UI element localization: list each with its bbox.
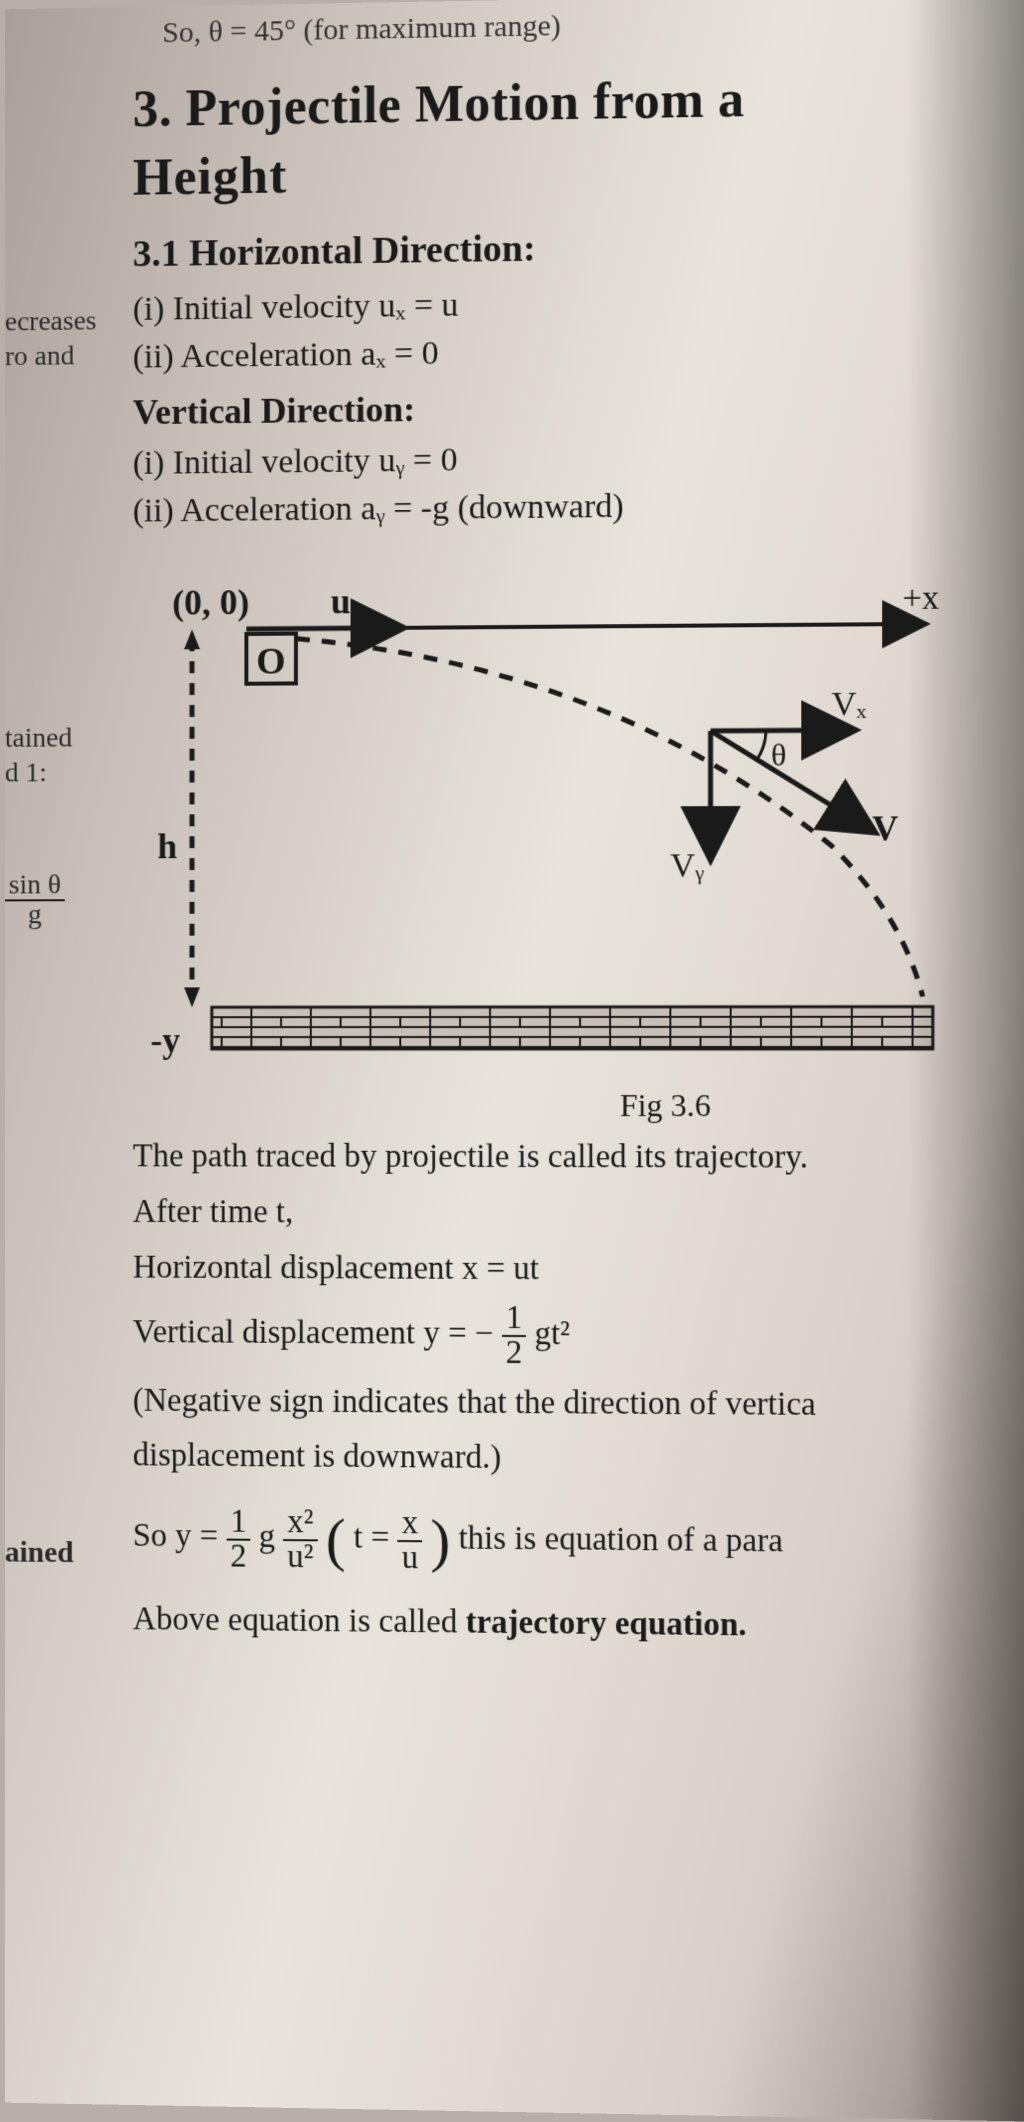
section-heading-cont: Height <box>133 135 1004 207</box>
origin-label: (0, 0) <box>172 582 249 623</box>
equation-line: So y = 12 g x²u² ( t = xu ) this is equa… <box>133 1495 1004 1589</box>
vx-label: Vₓ <box>832 686 867 724</box>
page-curve-shadow <box>906 0 1024 2122</box>
body-text: After time t, <box>133 1189 1004 1239</box>
minusy-label: -y <box>151 1020 181 1060</box>
h-label: h <box>157 826 177 866</box>
main-content: So, θ = 45° (for maximum range) 3. Proje… <box>133 1 1004 1661</box>
margin-text: tained <box>5 723 72 755</box>
list-item: (ii) Acceleration aᵧ = -g (downward) <box>133 484 1004 530</box>
body-text: Horizontal displacement x = ut <box>133 1244 1004 1295</box>
margin-text: d 1: <box>5 757 47 789</box>
list-item: (i) Initial velocity uᵧ = 0 <box>133 436 1004 483</box>
trajectory-path <box>296 634 923 997</box>
subsection-heading: Vertical Direction: <box>133 381 1004 433</box>
prev-line: So, θ = 45° (for maximum range) <box>162 1 1004 50</box>
body-text: The path traced by projectile is called … <box>133 1133 1004 1182</box>
projectile-diagram-svg: (0, 0) u +x O Vₓ Vᵧ V <box>133 553 953 1077</box>
v-label: V <box>872 808 898 849</box>
figure-caption: Fig 3.6 <box>331 1087 1004 1125</box>
textbook-page: ecreases ro and tained d 1: sin θg ained… <box>5 0 1024 2122</box>
u-label: u <box>331 581 351 621</box>
subsection-heading: 3.1 Horizontal Direction: <box>133 220 1004 276</box>
margin-text: ro and <box>5 341 75 374</box>
theta-label: θ <box>771 737 786 772</box>
body-text: Above equation is called trajectory equa… <box>133 1597 1004 1654</box>
margin-text: ecreases <box>5 305 97 338</box>
body-text: displacement is downward.) <box>133 1433 1004 1487</box>
section-heading: 3. Projectile Motion from a <box>133 66 1004 140</box>
figure-diagram: (0, 0) u +x O Vₓ Vᵧ V <box>133 553 1004 1125</box>
body-text: Vertical displacement y = − 12 gt² <box>133 1300 1004 1372</box>
body-text: (Negative sign indicates that the direct… <box>133 1377 1004 1430</box>
margin-fraction: sin θg <box>5 871 65 929</box>
vy-label: Vᵧ <box>670 847 704 884</box>
list-item: (ii) Acceleration aₓ = 0 <box>133 328 1004 377</box>
O-label: O <box>256 640 285 682</box>
list-item: (i) Initial velocity uₓ = u <box>133 279 1004 328</box>
margin-text: ained <box>5 1536 74 1570</box>
